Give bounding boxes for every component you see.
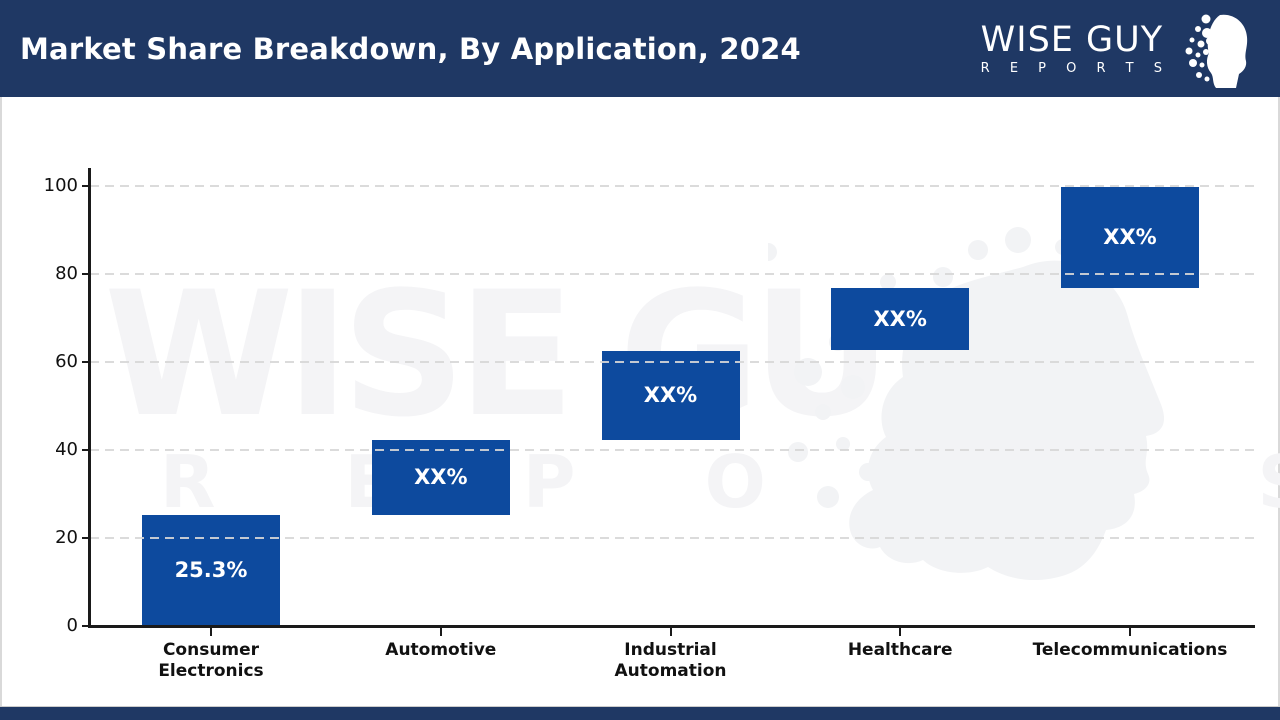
brand-logo: WISE GUY R E P O R T S	[981, 9, 1254, 89]
y-axis-tick-label: 0	[66, 615, 78, 636]
category-label-line: Automation	[614, 661, 727, 681]
bar-value-label: 25.3%	[174, 558, 248, 583]
y-axis-spine	[88, 168, 91, 628]
gridline	[90, 273, 1255, 275]
category-label: Healthcare	[785, 640, 1015, 661]
category-label-line: Automotive	[385, 640, 497, 660]
x-axis-tick-mark	[1129, 628, 1131, 636]
bar-segment: XX%	[1061, 186, 1199, 289]
bar-segment: XX%	[371, 439, 510, 515]
y-axis-tick-label: 100	[43, 175, 78, 196]
category-label-line: Industrial	[624, 640, 717, 660]
footer-bar	[0, 706, 1280, 720]
y-axis-tick-mark	[82, 449, 90, 451]
x-axis-tick-mark	[210, 628, 212, 636]
brand-subwordmark: R E P O R T S	[980, 60, 1170, 76]
bar-segment: 25.3%	[142, 514, 280, 626]
x-axis-spine	[88, 625, 1255, 628]
y-axis-tick-label: 40	[55, 439, 78, 460]
gridline	[90, 185, 1255, 187]
y-axis-tick-mark	[82, 185, 90, 187]
y-axis-tick-label: 60	[55, 351, 78, 372]
figure-frame	[0, 97, 1280, 706]
y-axis-tick-mark	[82, 625, 90, 627]
bar-value-label: XX%	[414, 465, 468, 490]
category-label-line: Electronics	[158, 661, 264, 681]
y-axis-tick-label: 20	[55, 527, 78, 548]
category-label-line: Telecommunications	[1032, 640, 1228, 660]
y-axis-tick-mark	[82, 273, 90, 275]
brand-wordmark: WISE GUY	[980, 19, 1164, 60]
x-axis-tick-mark	[899, 628, 902, 636]
bar-segment: XX%	[601, 351, 740, 440]
category-label: Telecommunications	[1015, 640, 1245, 661]
category-label-line: Healthcare	[847, 640, 953, 660]
x-axis-tick-mark	[439, 628, 442, 636]
category-label: Automotive	[326, 640, 556, 661]
bar-value-label: XX%	[643, 383, 698, 408]
page-title: Market Share Breakdown, By Application, …	[20, 31, 801, 66]
category-label-line: Consumer	[162, 640, 260, 660]
category-label: Industrial Automation	[556, 640, 786, 682]
brand-head-icon	[1185, 14, 1248, 88]
header-bar: Market Share Breakdown, By Application, …	[0, 0, 1280, 97]
bar-value-label: XX%	[1103, 225, 1157, 250]
bar-value-label: XX%	[873, 307, 927, 332]
bar-segment: XX%	[831, 288, 970, 351]
x-axis-tick-mark	[669, 628, 672, 636]
y-axis-tick-mark	[82, 361, 90, 363]
gridline	[90, 449, 1255, 451]
y-axis-tick-label: 80	[55, 263, 78, 284]
brand-logo-text: WISE GUY R E P O R T S	[981, 22, 1170, 76]
gridline	[90, 537, 1255, 539]
y-axis-tick-mark	[82, 537, 90, 539]
category-label: Consumer Electronics	[96, 640, 326, 682]
gridline	[90, 361, 1255, 363]
